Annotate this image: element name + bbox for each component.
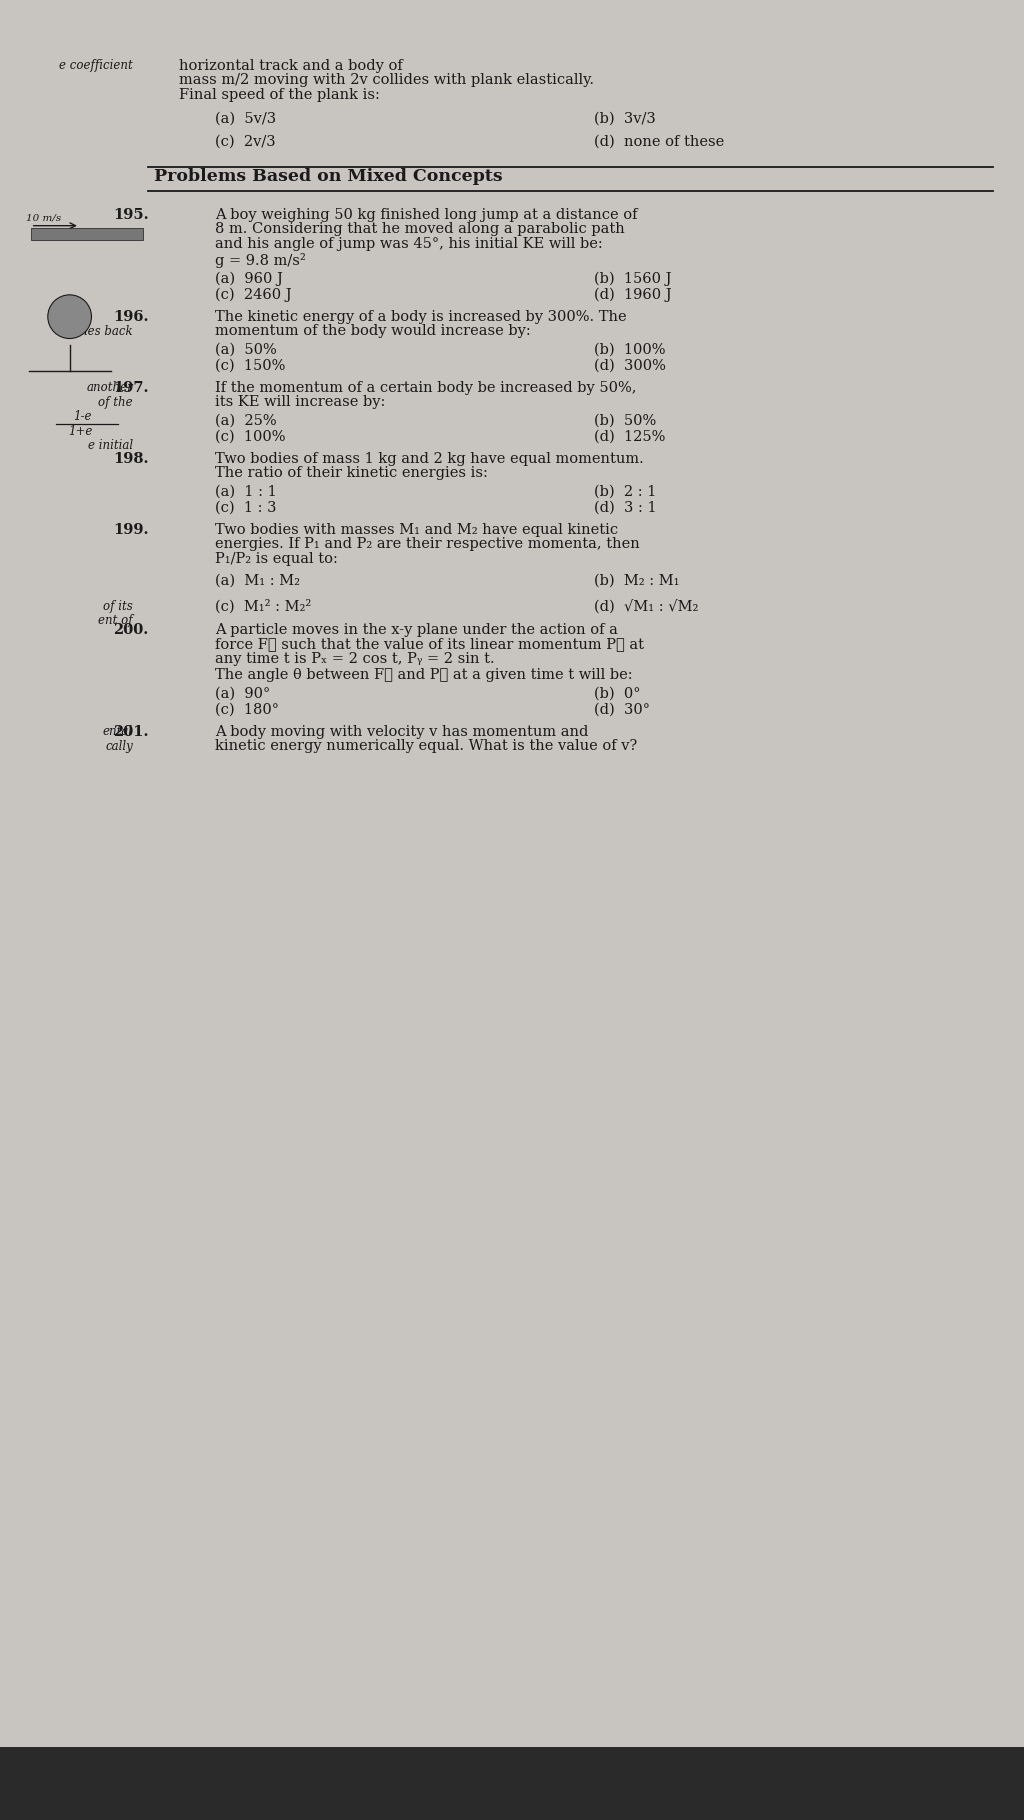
Text: kinetic energy numerically equal. What is the value of v?: kinetic energy numerically equal. What i… (215, 739, 637, 753)
Text: Problems Based on Mixed Concepts: Problems Based on Mixed Concepts (154, 167, 502, 186)
Text: Final speed of the plank is:: Final speed of the plank is: (179, 87, 380, 102)
Text: (b)  2 : 1: (b) 2 : 1 (594, 484, 656, 499)
Text: mass m/2 moving with 2v collides with plank elastically.: mass m/2 moving with 2v collides with pl… (179, 73, 594, 87)
Text: 201.: 201. (113, 724, 148, 739)
Text: (c)  150%: (c) 150% (215, 359, 286, 373)
Text: 196.: 196. (113, 309, 148, 324)
Bar (0, 1747, 1024, 1820)
Text: 1+e: 1+e (68, 424, 92, 439)
Text: B: B (67, 313, 73, 320)
Text: (a)  960 J: (a) 960 J (215, 271, 283, 286)
Text: nes back: nes back (81, 324, 133, 339)
Text: of the: of the (98, 395, 133, 410)
Text: cally: cally (105, 739, 133, 753)
Text: (c)  M₁² : M₂²: (c) M₁² : M₂² (215, 599, 311, 613)
Text: (a)  90°: (a) 90° (215, 686, 270, 701)
Text: 8 m. Considering that he moved along a parabolic path: 8 m. Considering that he moved along a p… (215, 222, 625, 237)
Text: (d)  √M₁ : √M₂: (d) √M₁ : √M₂ (594, 599, 698, 613)
Text: A body moving with velocity v has momentum and: A body moving with velocity v has moment… (215, 724, 589, 739)
Text: The angle θ between F⃗ and P⃗ at a given time t will be:: The angle θ between F⃗ and P⃗ at a given… (215, 668, 633, 682)
Text: (b)  M₂ : M₁: (b) M₂ : M₁ (594, 573, 679, 588)
Text: (d)  30°: (d) 30° (594, 703, 650, 717)
Text: (b)  3v/3: (b) 3v/3 (594, 111, 655, 126)
Text: another: another (86, 380, 133, 395)
Text: 5 m/s: 5 m/s (33, 229, 61, 237)
Text: The kinetic energy of a body is increased by 300%. The: The kinetic energy of a body is increase… (215, 309, 627, 324)
Text: 197.: 197. (113, 380, 148, 395)
Text: ent of: ent of (98, 613, 133, 628)
Text: 195.: 195. (113, 207, 148, 222)
Text: momentum of the body would increase by:: momentum of the body would increase by: (215, 324, 530, 339)
Text: any time t is Pₓ = 2 cos t, Pᵧ = 2 sin t.: any time t is Pₓ = 2 cos t, Pᵧ = 2 sin t… (215, 652, 495, 666)
Text: and his angle of jump was 45°, his initial KE will be:: and his angle of jump was 45°, his initi… (215, 237, 603, 251)
Text: e coefficient: e coefficient (59, 58, 133, 73)
Text: g = 9.8 m/s²: g = 9.8 m/s² (215, 253, 306, 268)
Text: 198.: 198. (113, 451, 148, 466)
Text: Two bodies with masses M₁ and M₂ have equal kinetic: Two bodies with masses M₁ and M₂ have eq… (215, 522, 618, 537)
Text: Two bodies of mass 1 kg and 2 kg have equal momentum.: Two bodies of mass 1 kg and 2 kg have eq… (215, 451, 644, 466)
Text: (d)  125%: (d) 125% (594, 430, 666, 444)
Text: If the momentum of a certain body be increased by 50%,: If the momentum of a certain body be inc… (215, 380, 637, 395)
Text: (a)  50%: (a) 50% (215, 342, 276, 357)
Text: P₁/P₂ is equal to:: P₁/P₂ is equal to: (215, 551, 338, 566)
Text: The ratio of their kinetic energies is:: The ratio of their kinetic energies is: (215, 466, 487, 480)
Text: ental: ental (103, 724, 133, 739)
Text: (b)  1560 J: (b) 1560 J (594, 271, 672, 286)
Text: (c)  180°: (c) 180° (215, 703, 279, 717)
Text: (c)  2v/3: (c) 2v/3 (215, 135, 275, 149)
Text: e initial: e initial (88, 439, 133, 453)
Text: (d)  300%: (d) 300% (594, 359, 666, 373)
Text: (d)  1960 J: (d) 1960 J (594, 288, 672, 302)
Text: (d)  none of these: (d) none of these (594, 135, 724, 149)
Text: (a)  5v/3: (a) 5v/3 (215, 111, 276, 126)
Text: (b)  50%: (b) 50% (594, 413, 656, 428)
Text: its KE will increase by:: its KE will increase by: (215, 395, 385, 410)
Text: 199.: 199. (113, 522, 148, 537)
Ellipse shape (48, 295, 91, 339)
Bar (31, 228, 143, 240)
Text: (c)  100%: (c) 100% (215, 430, 286, 444)
Text: (d)  3 : 1: (d) 3 : 1 (594, 501, 656, 515)
Text: of its: of its (103, 599, 133, 613)
Text: (c)  2460 J: (c) 2460 J (215, 288, 292, 302)
Text: (b)  0°: (b) 0° (594, 686, 640, 701)
Text: A boy weighing 50 kg finished long jump at a distance of: A boy weighing 50 kg finished long jump … (215, 207, 638, 222)
Text: (a)  25%: (a) 25% (215, 413, 276, 428)
Text: 10 m/s: 10 m/s (27, 215, 61, 222)
Text: (b)  100%: (b) 100% (594, 342, 666, 357)
Text: 200.: 200. (114, 622, 148, 637)
Text: (c)  1 : 3: (c) 1 : 3 (215, 501, 276, 515)
Text: (a)  M₁ : M₂: (a) M₁ : M₂ (215, 573, 300, 588)
Text: energies. If P₁ and P₂ are their respective momenta, then: energies. If P₁ and P₂ are their respect… (215, 537, 640, 551)
Text: 1-e: 1-e (74, 410, 92, 424)
Text: horizontal track and a body of: horizontal track and a body of (179, 58, 403, 73)
Text: (a)  1 : 1: (a) 1 : 1 (215, 484, 276, 499)
Text: force F⃗ such that the value of its linear momentum P⃗ at: force F⃗ such that the value of its line… (215, 637, 644, 652)
Text: A particle moves in the x-y plane under the action of a: A particle moves in the x-y plane under … (215, 622, 617, 637)
